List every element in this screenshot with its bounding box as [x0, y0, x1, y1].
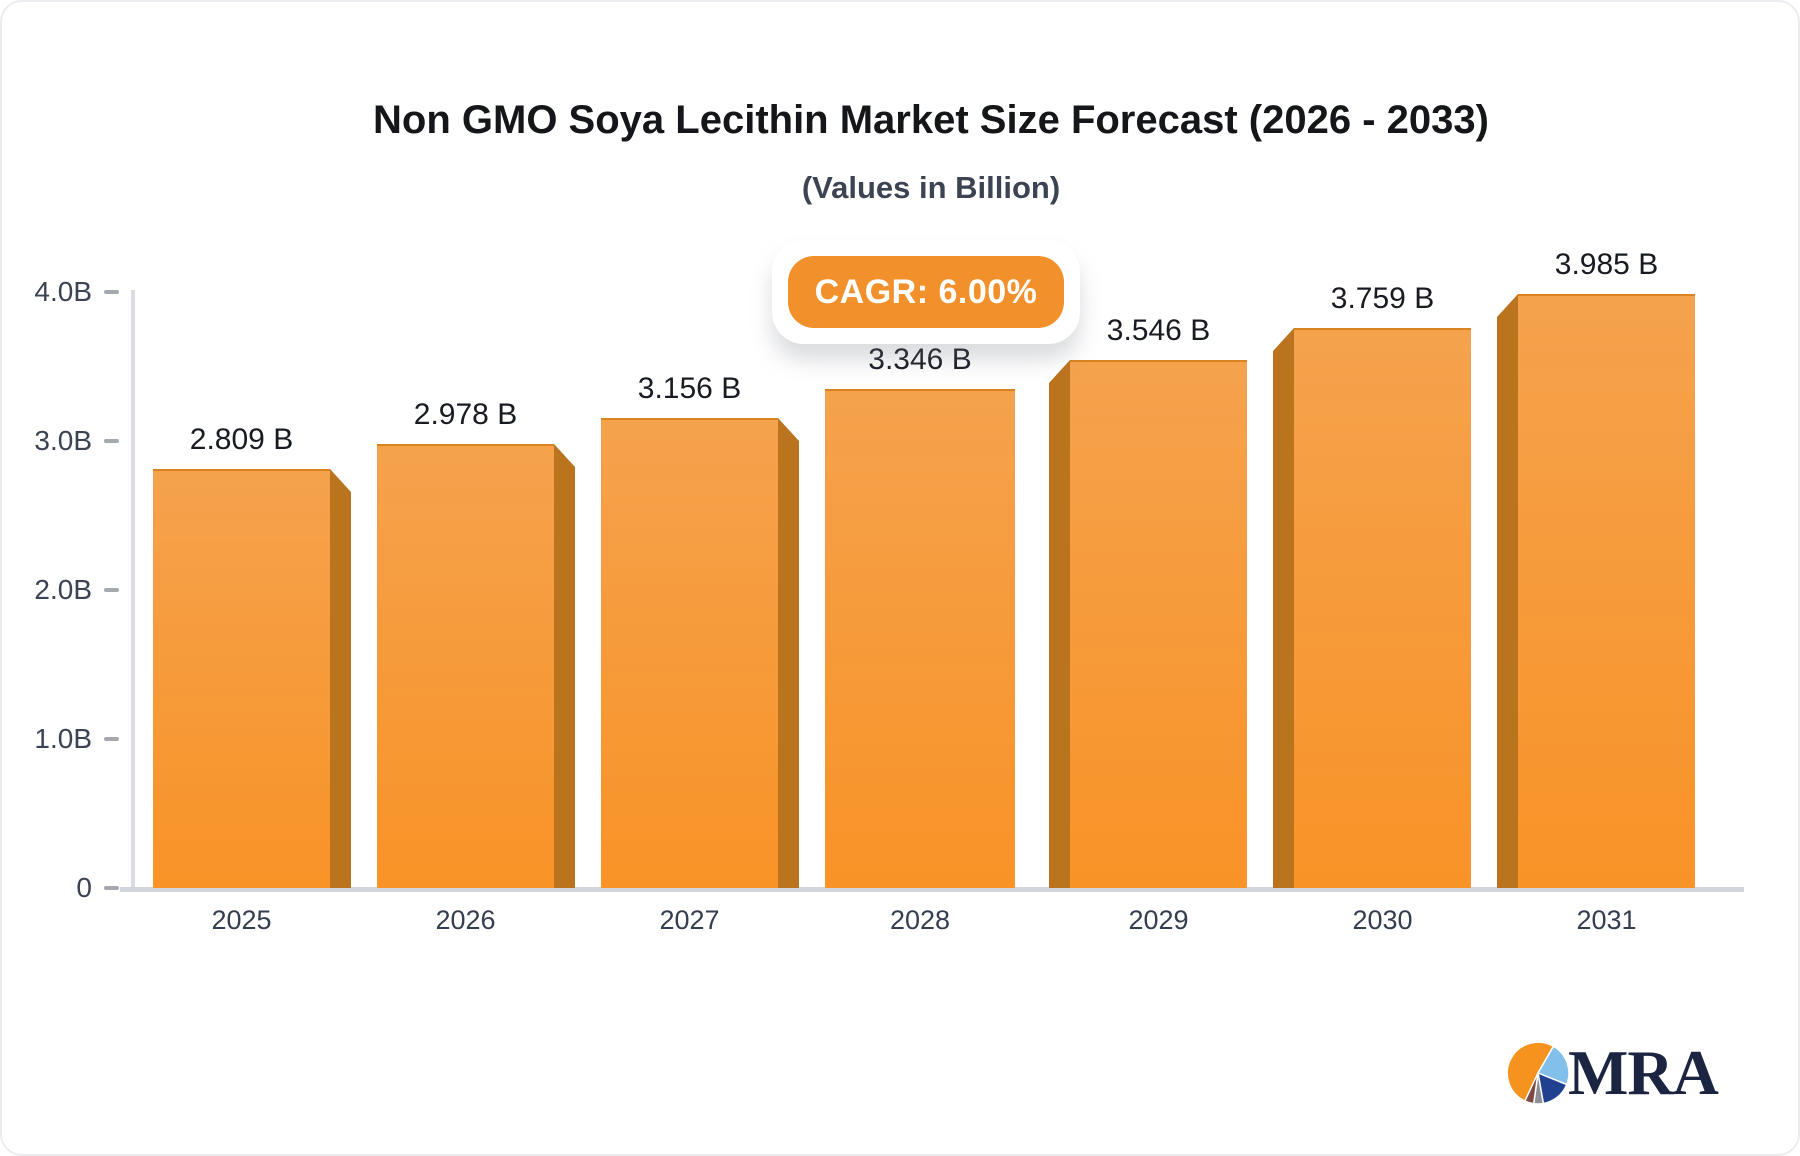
- bar-side-3d: [1049, 360, 1070, 888]
- bar-value-label: 2.978 B: [413, 398, 518, 431]
- bar-face: [153, 469, 330, 888]
- bar-side-3d: [1273, 328, 1294, 888]
- y-axis-tick: [104, 439, 119, 443]
- y-axis-tick: [104, 290, 119, 294]
- y-axis-label: 0: [76, 872, 92, 903]
- bar-value-label: 3.346 B: [868, 343, 972, 376]
- bar-face: [1294, 328, 1471, 888]
- chart-subtitle: (Values in Billion): [801, 170, 1061, 205]
- cagr-badge: CAGR: 6.00%: [772, 240, 1080, 344]
- x-axis-label-2025: 2025: [211, 905, 272, 935]
- bar-side-3d: [1497, 294, 1518, 888]
- bar-value-label: 2.809 B: [189, 423, 294, 456]
- bar-2026[interactable]: [377, 444, 575, 888]
- bar-2029[interactable]: [1049, 360, 1247, 888]
- bar-side-3d: [778, 418, 799, 888]
- bar-side-3d: [330, 469, 351, 888]
- x-axis-label-2031: 2031: [1576, 905, 1637, 935]
- bar-value-label: 3.759 B: [1330, 282, 1435, 315]
- bar-side-3d: [554, 444, 575, 888]
- bar-2031[interactable]: [1497, 294, 1695, 888]
- y-axis-tick: [104, 886, 119, 890]
- x-axis-label-2027: 2027: [659, 905, 720, 935]
- bar-value-label: 3.156 B: [637, 372, 742, 405]
- brand-logo-text: MRA: [1568, 1037, 1719, 1108]
- bar-face: [601, 418, 778, 888]
- y-axis-tick: [104, 737, 119, 741]
- x-axis-label-2026: 2026: [435, 905, 496, 935]
- brand-logo: MRA: [1505, 1037, 1719, 1108]
- cagr-badge-pill: CAGR: 6.00%: [788, 256, 1064, 328]
- bar-2028[interactable]: [825, 389, 1023, 888]
- x-axis-label-2030: 2030: [1352, 905, 1413, 935]
- y-axis-label: 1.0B: [34, 723, 92, 754]
- pie-chart-logo-icon: [1506, 1041, 1570, 1105]
- y-axis-line: [131, 290, 135, 888]
- chart-title: Non GMO Soya Lecithin Market Size Foreca…: [373, 98, 1489, 142]
- y-axis-label: 2.0B: [34, 574, 92, 605]
- bar-2025[interactable]: [153, 469, 351, 888]
- y-axis-label: 3.0B: [34, 425, 92, 456]
- bar-face: [377, 444, 554, 888]
- bar-face: [1518, 294, 1695, 888]
- bar-face: [1070, 360, 1247, 888]
- bar-2030[interactable]: [1273, 328, 1471, 888]
- y-axis-tick: [104, 588, 119, 592]
- y-axis-label: 4.0B: [34, 276, 92, 307]
- bar-value-label: 3.985 B: [1554, 248, 1659, 281]
- x-axis-label-2028: 2028: [889, 905, 951, 935]
- x-axis-baseline: [120, 887, 1744, 892]
- bar-value-label: 3.546 B: [1106, 314, 1211, 347]
- x-axis-label-2029: 2029: [1128, 905, 1189, 935]
- bar-2027[interactable]: [601, 418, 799, 888]
- bar-face: [825, 389, 1015, 888]
